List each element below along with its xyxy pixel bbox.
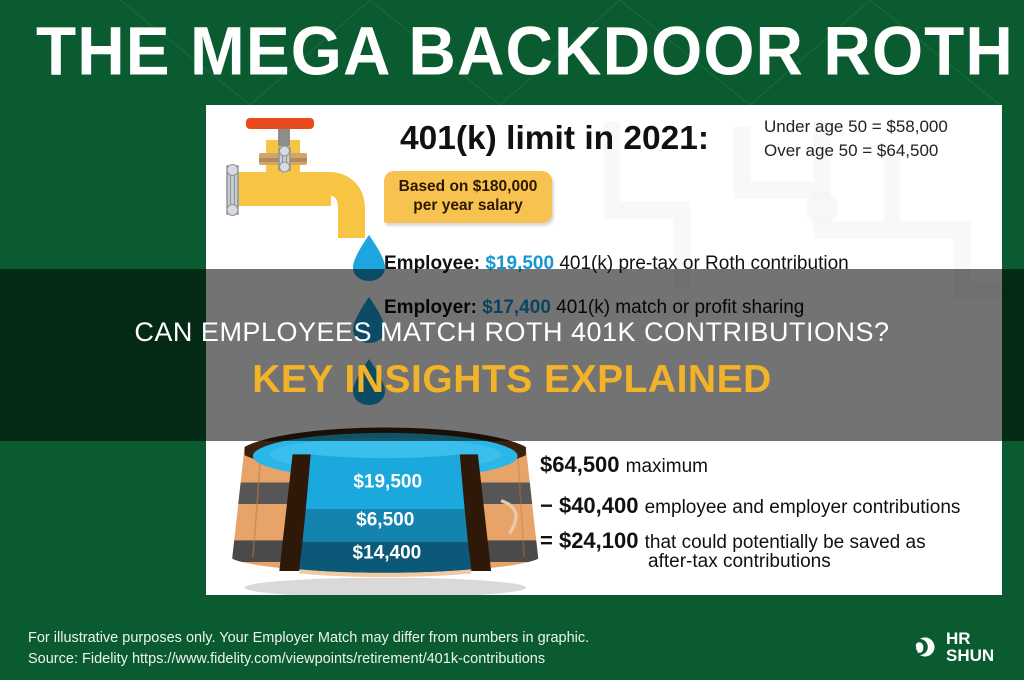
svg-text:$19,500: $19,500 <box>353 471 422 492</box>
svg-text:$6,500: $6,500 <box>356 510 414 531</box>
svg-text:$14,400: $14,400 <box>353 543 422 564</box>
